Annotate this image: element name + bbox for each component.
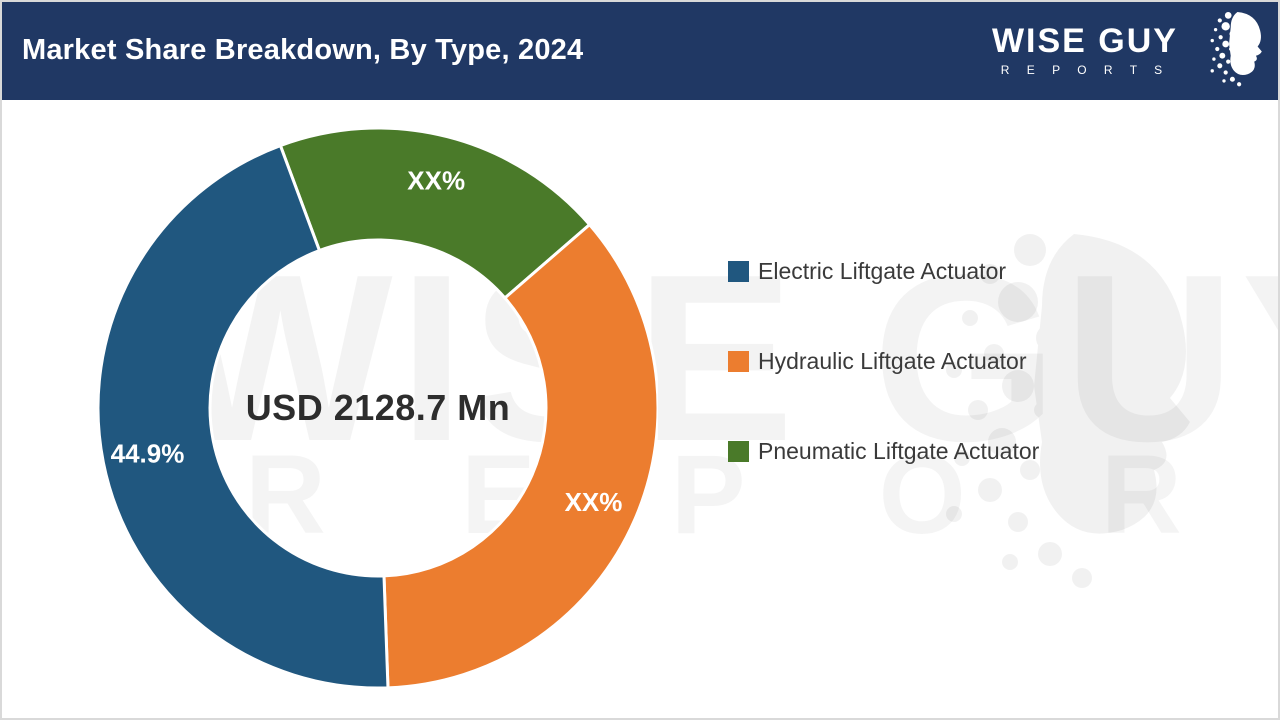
watermark-wordmark: WISE GUY xyxy=(168,210,1280,508)
logo-text: WISE GUY R E P O R T S xyxy=(992,22,1178,77)
legend-item-electric: Electric Liftgate Actuator xyxy=(728,257,1039,284)
legend-item-hydraulic: Hydraulic Liftgate Actuator xyxy=(728,347,1039,374)
slice-label-hydraulic-liftgate-actuator: XX% xyxy=(565,487,623,517)
logo-wordmark: WISE GUY xyxy=(991,21,1178,60)
logo-face-icon xyxy=(1210,12,1262,87)
legend: Electric Liftgate Actuator Hydraulic Lif… xyxy=(728,257,1040,529)
legend-label-pneumatic: Pneumatic Liftgate Actuator xyxy=(758,437,1040,464)
logo-subtitle: R E P O R T S xyxy=(1000,62,1170,77)
slice-label-pneumatic-liftgate-actuator: XX% xyxy=(407,165,465,195)
legend-item-pneumatic: Pneumatic Liftgate Actuator xyxy=(728,437,1040,464)
legend-label-hydraulic: Hydraulic Liftgate Actuator xyxy=(758,347,1027,374)
watermark-face-icon xyxy=(946,234,1190,588)
donut-segment-electric-liftgate-actuator xyxy=(96,143,390,690)
donut-segment-hydraulic-liftgate-actuator xyxy=(382,222,660,690)
legend-swatch-hydraulic xyxy=(728,350,749,372)
legend-label-electric: Electric Liftgate Actuator xyxy=(758,257,1007,284)
page-title: Market Share Breakdown, By Type, 2024 xyxy=(22,33,584,66)
wise-guy-logo: WISE GUY R E P O R T S xyxy=(992,6,1266,92)
slice-label-electric-liftgate-actuator: 44.9% xyxy=(111,439,185,469)
donut-chart: XX% XX% 44.9% xyxy=(96,126,660,690)
legend-swatch-pneumatic xyxy=(728,440,749,462)
chart-canvas: WISE GUY R E P O R T S XX%XX%44.9% USD 2… xyxy=(0,100,1280,720)
header-bar: Market Share Breakdown, By Type, 2024 WI… xyxy=(0,0,1280,100)
donut-svg: XX% XX% 44.9% xyxy=(96,126,660,690)
legend-swatch-electric xyxy=(728,260,749,282)
watermark-reports: R E P O R T S xyxy=(245,422,1280,568)
donut-segment-pneumatic-liftgate-actuator xyxy=(278,126,592,301)
